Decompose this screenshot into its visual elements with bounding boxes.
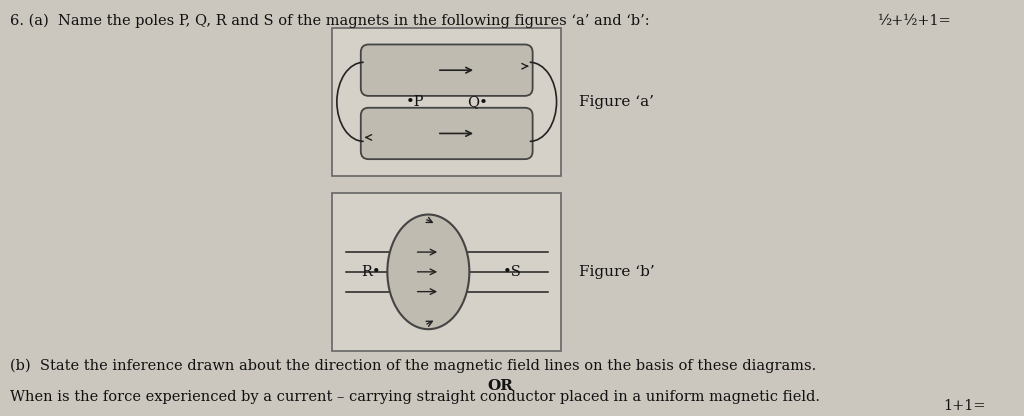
FancyBboxPatch shape	[360, 45, 532, 96]
Text: •S: •S	[503, 265, 522, 279]
Ellipse shape	[387, 215, 469, 329]
Text: Q•: Q•	[468, 95, 488, 109]
Text: (b)  State the inference drawn about the direction of the magnetic field lines o: (b) State the inference drawn about the …	[10, 359, 816, 373]
FancyBboxPatch shape	[332, 28, 561, 176]
Text: 1+1=: 1+1=	[944, 399, 986, 414]
FancyBboxPatch shape	[332, 193, 561, 351]
Text: ½+½+1=: ½+½+1=	[879, 14, 952, 28]
Text: When is the force experienced by a current – carrying straight conductor placed : When is the force experienced by a curre…	[10, 391, 820, 404]
Text: Figure ‘b’: Figure ‘b’	[579, 265, 654, 279]
FancyBboxPatch shape	[360, 108, 532, 159]
Text: OR: OR	[487, 379, 513, 393]
Text: 6. (a)  Name the poles P, Q, R and S of the magnets in the following figures ‘a’: 6. (a) Name the poles P, Q, R and S of t…	[10, 14, 649, 28]
Text: Figure ‘a’: Figure ‘a’	[579, 95, 654, 109]
Text: R•: R•	[361, 265, 381, 279]
Text: •P: •P	[407, 95, 425, 109]
